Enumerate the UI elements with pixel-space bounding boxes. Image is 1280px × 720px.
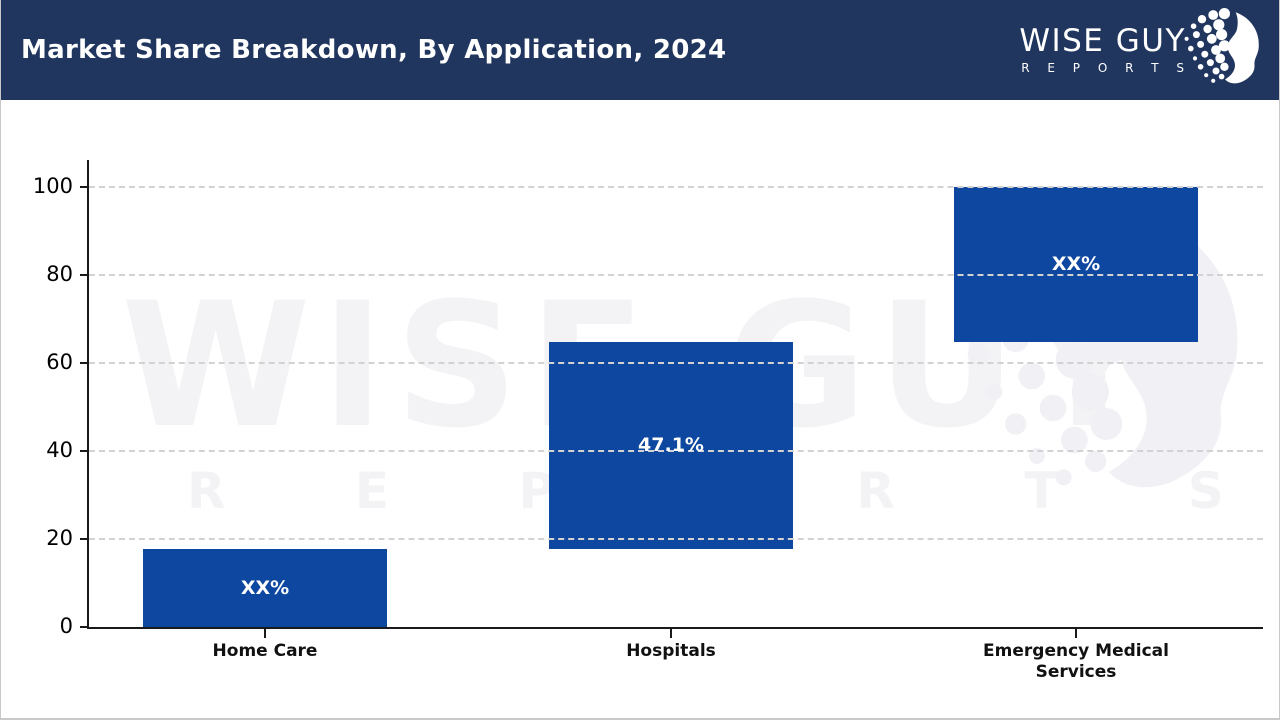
x-axis-tick	[670, 629, 672, 638]
y-axis-tick	[80, 450, 89, 452]
chart-canvas: WISE GUY R E P O R T S 020406080100XX%47…	[1, 100, 1279, 718]
gridline-60	[89, 362, 1263, 364]
x-axis-line	[87, 627, 1263, 629]
brand-logo: WISE GUY R E P O R T S	[1014, 8, 1265, 92]
y-axis-tick	[80, 274, 89, 276]
bar-value-label: 47.1%	[638, 434, 704, 457]
dotted-head-profile-icon	[1184, 8, 1259, 84]
x-axis-label-3: Emergency Medical Services	[983, 641, 1169, 683]
y-axis-label: 60	[46, 350, 73, 374]
header-bar: Market Share Breakdown, By Application, …	[1, 0, 1279, 100]
y-axis-label: 80	[46, 262, 73, 286]
y-axis-line	[87, 160, 89, 629]
y-axis-tick	[80, 186, 89, 188]
y-axis-tick	[80, 362, 89, 364]
y-axis-label: 20	[46, 526, 73, 550]
x-axis-tick	[1075, 629, 1077, 638]
x-axis-label-2: Hospitals	[626, 641, 716, 661]
bar-value-label: XX%	[240, 577, 290, 600]
gridline-40	[89, 450, 1263, 452]
y-axis-tick	[80, 538, 89, 540]
bar-value-label: XX%	[1051, 253, 1101, 276]
y-axis-label: 0	[59, 614, 73, 638]
bar-hospitals	[549, 341, 793, 550]
chart-title: Market Share Breakdown, By Application, …	[21, 35, 727, 65]
bar-home-care	[143, 549, 387, 627]
brand-logo-text: WISE GUY R E P O R T S	[1014, 22, 1191, 75]
logo-subtext: R E P O R T S	[1021, 60, 1191, 75]
y-axis-tick	[80, 626, 89, 628]
logo-wordmark: WISE GUY	[1019, 22, 1186, 59]
y-axis-label: 100	[32, 174, 73, 198]
x-axis-label-1: Home Care	[212, 641, 318, 661]
x-axis-tick	[264, 629, 266, 638]
gridline-80	[89, 274, 1263, 276]
gridline-20	[89, 538, 1263, 540]
gridline-100	[89, 186, 1263, 188]
y-axis-label: 40	[46, 438, 73, 462]
